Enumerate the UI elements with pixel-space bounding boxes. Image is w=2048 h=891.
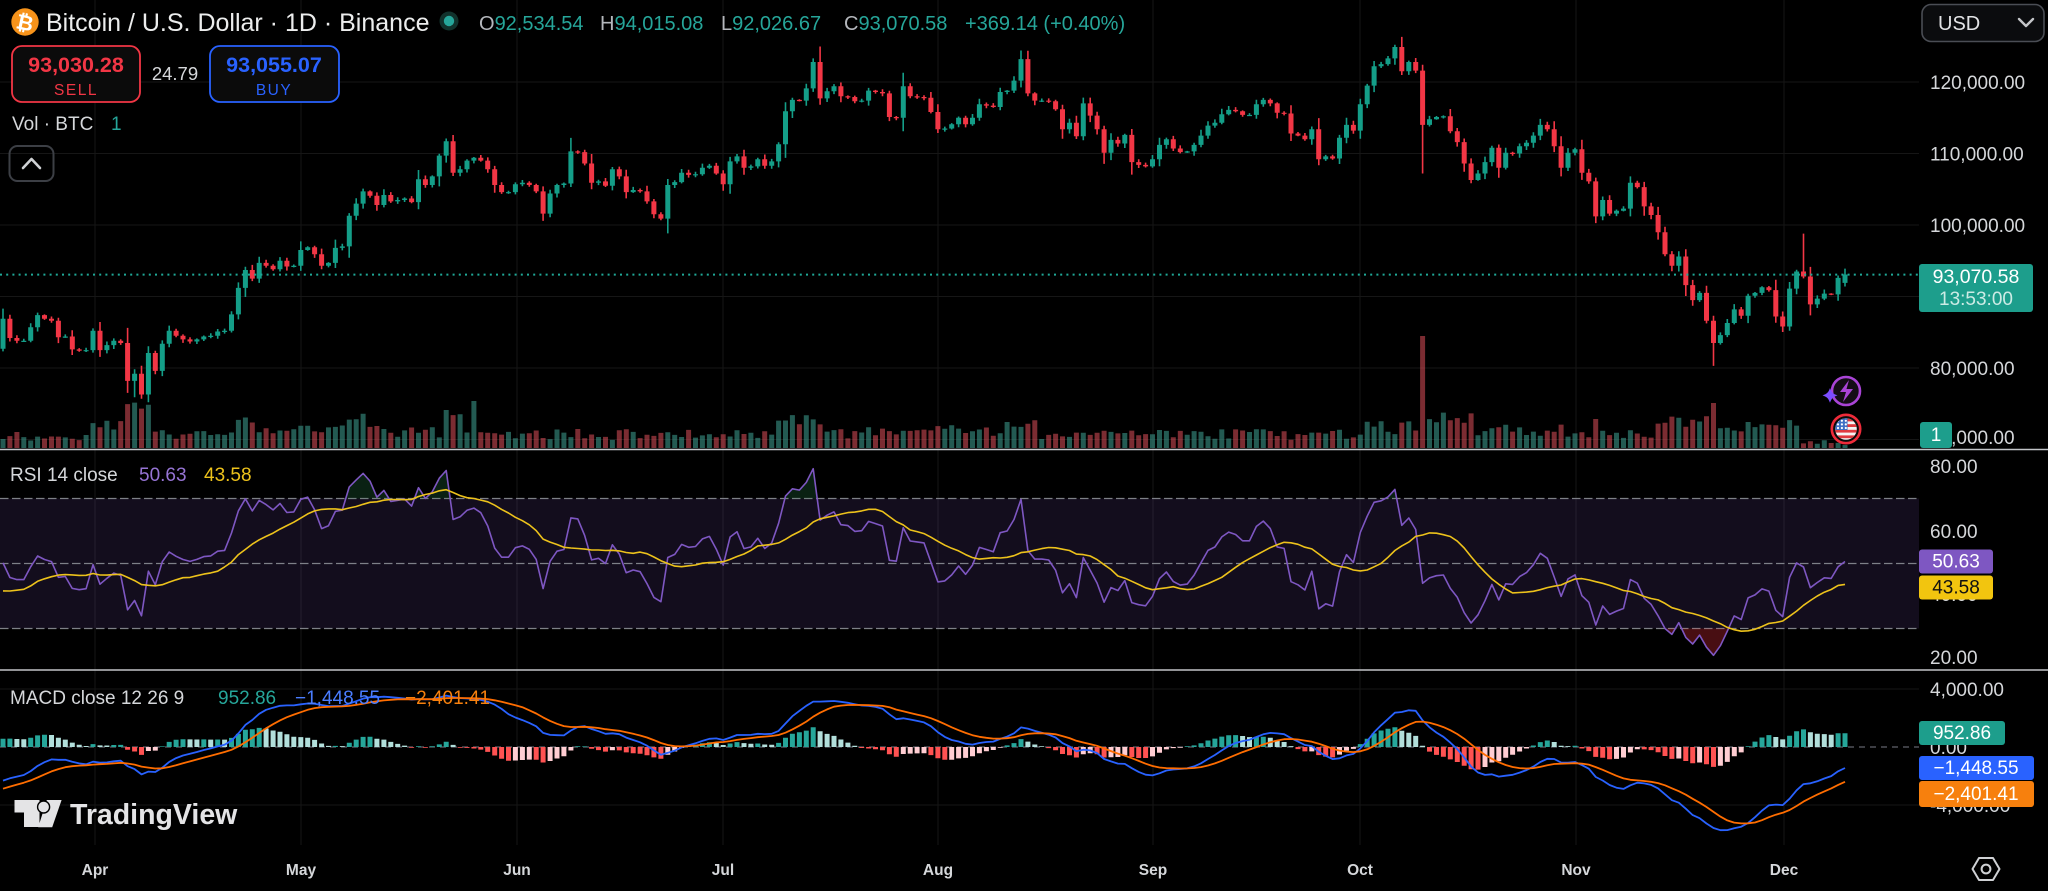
- svg-text:C93,070.58: C93,070.58: [844, 13, 947, 35]
- svg-text:RSI 14 close: RSI 14 close: [10, 465, 118, 486]
- svg-text:Apr: Apr: [82, 862, 109, 879]
- svg-text:4,000.00: 4,000.00: [1930, 680, 2004, 701]
- svg-text:TradingView: TradingView: [70, 799, 238, 831]
- svg-text:Jun: Jun: [503, 862, 531, 879]
- svg-text:80,000.00: 80,000.00: [1930, 359, 2015, 380]
- svg-text:+369.14 (+0.40%): +369.14 (+0.40%): [965, 13, 1125, 35]
- svg-text:Jul: Jul: [712, 862, 734, 879]
- svg-text:80.00: 80.00: [1930, 457, 1978, 478]
- svg-text:MACD close 12 26 9: MACD close 12 26 9: [10, 688, 184, 709]
- svg-text:Sep: Sep: [1139, 862, 1167, 879]
- svg-text:−1,448.55: −1,448.55: [1933, 758, 2018, 779]
- svg-text:20.00: 20.00: [1930, 648, 1978, 669]
- svg-text:50.63: 50.63: [139, 465, 187, 486]
- svg-text:Nov: Nov: [1561, 862, 1591, 879]
- svg-text:−2,401.41: −2,401.41: [405, 688, 490, 709]
- svg-text:24.79: 24.79: [152, 63, 198, 84]
- svg-text:H94,015.08: H94,015.08: [600, 13, 703, 35]
- svg-text:13:53:00: 13:53:00: [1939, 289, 2013, 310]
- svg-text:SELL: SELL: [54, 82, 98, 99]
- svg-text:120,000.00: 120,000.00: [1930, 73, 2025, 94]
- svg-text:952.86: 952.86: [218, 688, 276, 709]
- svg-text:Vol · BTC: Vol · BTC: [12, 114, 93, 135]
- svg-text:₿: ₿: [14, 10, 36, 36]
- svg-text:43.58: 43.58: [204, 465, 252, 486]
- svg-text:93,070.58: 93,070.58: [1933, 266, 2020, 288]
- svg-text:USD: USD: [1938, 13, 1980, 35]
- svg-text:May: May: [286, 862, 317, 879]
- svg-text:−2,401.41: −2,401.41: [1933, 784, 2018, 805]
- svg-text:1: 1: [1931, 425, 1942, 446]
- svg-text:Aug: Aug: [923, 862, 953, 879]
- svg-text:952.86: 952.86: [1933, 723, 1991, 744]
- svg-text:93,030.28: 93,030.28: [28, 53, 124, 77]
- svg-text:Dec: Dec: [1770, 862, 1799, 879]
- svg-text:43.58: 43.58: [1932, 578, 1980, 599]
- svg-text:100,000.00: 100,000.00: [1930, 216, 2025, 237]
- svg-text:Bitcoin / U.S. Dollar · 1D · B: Bitcoin / U.S. Dollar · 1D · Binance: [46, 9, 429, 37]
- svg-text:Oct: Oct: [1347, 862, 1373, 879]
- svg-text:60.00: 60.00: [1930, 522, 1978, 543]
- svg-text:BUY: BUY: [256, 82, 292, 99]
- svg-text:50.63: 50.63: [1932, 552, 1980, 573]
- svg-text:110,000.00: 110,000.00: [1930, 145, 2024, 166]
- svg-text:O92,534.54: O92,534.54: [479, 13, 584, 35]
- svg-text:1: 1: [111, 114, 122, 135]
- svg-text:−1,448.55: −1,448.55: [295, 688, 380, 709]
- svg-text:L92,026.67: L92,026.67: [721, 13, 821, 35]
- svg-text:93,055.07: 93,055.07: [226, 53, 322, 77]
